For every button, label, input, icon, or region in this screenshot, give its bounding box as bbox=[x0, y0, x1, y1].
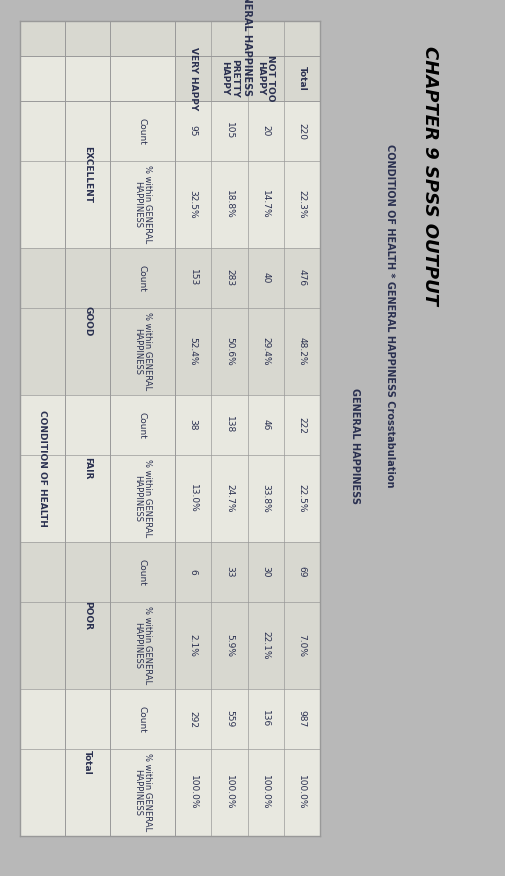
Text: 100.0%: 100.0% bbox=[261, 775, 270, 809]
Text: 5.9%: 5.9% bbox=[225, 634, 234, 657]
Text: % within GENERAL
HAPPINESS: % within GENERAL HAPPINESS bbox=[133, 313, 152, 391]
Text: 7.0%: 7.0% bbox=[297, 634, 307, 657]
Text: 22.3%: 22.3% bbox=[297, 190, 307, 219]
Text: 476: 476 bbox=[297, 270, 307, 286]
Text: FAIR: FAIR bbox=[83, 457, 92, 480]
Text: 95: 95 bbox=[189, 125, 197, 137]
Bar bbox=[20, 56, 175, 101]
Text: 50.6%: 50.6% bbox=[225, 337, 234, 366]
Text: PRETTY
HAPPY: PRETTY HAPPY bbox=[220, 59, 239, 98]
Text: 14.7%: 14.7% bbox=[261, 190, 270, 219]
Text: % within GENERAL
HAPPINESS: % within GENERAL HAPPINESS bbox=[133, 166, 152, 244]
Text: 13.0%: 13.0% bbox=[189, 484, 197, 513]
Text: 220: 220 bbox=[297, 123, 307, 139]
Text: Count: Count bbox=[138, 265, 147, 292]
Text: GOOD: GOOD bbox=[83, 307, 92, 336]
Bar bbox=[20, 455, 320, 542]
Text: 2.1%: 2.1% bbox=[189, 634, 197, 657]
Text: NOT TOO
HAPPY: NOT TOO HAPPY bbox=[256, 55, 275, 102]
Text: 100.0%: 100.0% bbox=[189, 775, 197, 809]
Text: 6: 6 bbox=[189, 569, 197, 575]
Text: Total: Total bbox=[297, 66, 307, 91]
Bar bbox=[20, 21, 320, 56]
Text: 40: 40 bbox=[261, 272, 270, 284]
Text: 48.2%: 48.2% bbox=[297, 337, 307, 366]
Bar bbox=[175, 56, 320, 101]
Text: 30: 30 bbox=[261, 566, 270, 578]
Text: GENERAL HAPPINESS: GENERAL HAPPINESS bbox=[242, 0, 252, 96]
Text: GENERAL HAPPINESS: GENERAL HAPPINESS bbox=[350, 388, 360, 504]
Bar bbox=[20, 749, 320, 836]
Text: 46: 46 bbox=[261, 420, 270, 431]
Text: CHAPTER 9 SPSS OUTPUT: CHAPTER 9 SPSS OUTPUT bbox=[421, 46, 439, 306]
Text: 69: 69 bbox=[297, 566, 307, 578]
Bar bbox=[20, 248, 320, 308]
Text: % within GENERAL
HAPPINESS: % within GENERAL HAPPINESS bbox=[133, 460, 152, 538]
Text: 100.0%: 100.0% bbox=[225, 775, 234, 809]
Text: 32.5%: 32.5% bbox=[189, 190, 197, 219]
Text: 38: 38 bbox=[189, 420, 197, 431]
Text: Total: Total bbox=[83, 750, 92, 775]
Text: Count: Count bbox=[138, 705, 147, 732]
Text: CONDITION OF HEALTH * GENERAL HAPPINESS Crosstabulation: CONDITION OF HEALTH * GENERAL HAPPINESS … bbox=[385, 145, 395, 488]
Text: 283: 283 bbox=[225, 270, 234, 286]
Text: 22.5%: 22.5% bbox=[297, 484, 307, 512]
Text: 153: 153 bbox=[189, 270, 197, 286]
Text: Count: Count bbox=[138, 117, 147, 145]
Text: VERY HAPPY: VERY HAPPY bbox=[189, 47, 197, 110]
Text: CONDITION OF HEALTH: CONDITION OF HEALTH bbox=[38, 410, 47, 527]
Text: EXCELLENT: EXCELLENT bbox=[83, 146, 92, 203]
Text: 18.8%: 18.8% bbox=[225, 190, 234, 219]
Text: 24.7%: 24.7% bbox=[225, 484, 234, 512]
Text: 20: 20 bbox=[261, 125, 270, 137]
Bar bbox=[20, 101, 320, 161]
Text: 33: 33 bbox=[225, 566, 234, 578]
Bar bbox=[20, 395, 320, 455]
Text: 29.4%: 29.4% bbox=[261, 337, 270, 366]
Text: 100.0%: 100.0% bbox=[297, 775, 307, 809]
Text: 33.8%: 33.8% bbox=[261, 484, 270, 513]
Text: 136: 136 bbox=[261, 710, 270, 728]
Text: 292: 292 bbox=[189, 710, 197, 728]
Bar bbox=[20, 689, 320, 749]
Text: % within GENERAL
HAPPINESS: % within GENERAL HAPPINESS bbox=[133, 753, 152, 831]
Text: 559: 559 bbox=[225, 710, 234, 728]
Bar bbox=[20, 161, 320, 248]
Text: 222: 222 bbox=[297, 417, 307, 434]
Text: 987: 987 bbox=[297, 710, 307, 728]
Text: % within GENERAL
HAPPINESS: % within GENERAL HAPPINESS bbox=[133, 606, 152, 685]
Text: Count: Count bbox=[138, 559, 147, 585]
Bar bbox=[20, 602, 320, 689]
Text: POOR: POOR bbox=[83, 601, 92, 630]
Text: Count: Count bbox=[138, 412, 147, 439]
Text: 138: 138 bbox=[225, 416, 234, 434]
Text: 22.1%: 22.1% bbox=[261, 632, 270, 660]
Text: 52.4%: 52.4% bbox=[189, 337, 197, 366]
Bar bbox=[20, 308, 320, 395]
Text: 105: 105 bbox=[225, 123, 234, 139]
Bar bbox=[20, 542, 320, 602]
